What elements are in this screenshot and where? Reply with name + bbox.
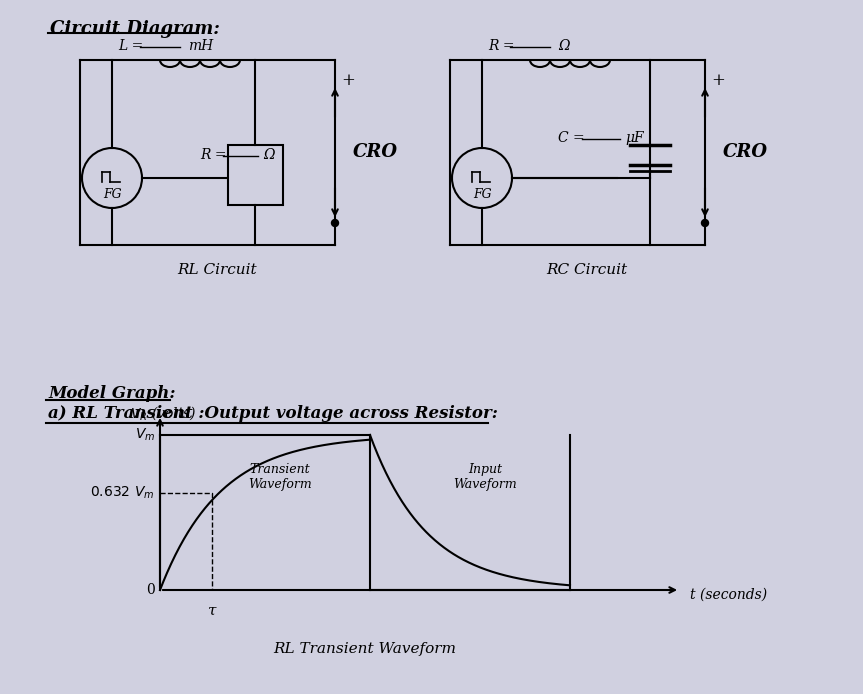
Text: CRO: CRO (353, 143, 398, 161)
Text: μF: μF (625, 131, 644, 145)
Text: RC Circuit: RC Circuit (546, 263, 627, 277)
Text: t (seconds): t (seconds) (690, 588, 767, 602)
Text: R =: R = (488, 39, 514, 53)
Text: +: + (341, 71, 355, 89)
Text: a) RL Transient :Output voltage across Resistor:: a) RL Transient :Output voltage across R… (48, 405, 498, 422)
Text: τ: τ (208, 604, 217, 618)
Text: mH: mH (188, 39, 213, 53)
Bar (228, 145, 283, 205)
Text: Model Graph:: Model Graph: (48, 385, 175, 402)
Text: R =: R = (200, 148, 226, 162)
Text: Circuit Diagram:: Circuit Diagram: (50, 20, 220, 38)
Text: FG: FG (103, 187, 122, 201)
Text: +: + (711, 71, 725, 89)
Text: $V_m$: $V_m$ (135, 427, 155, 443)
Text: Ω: Ω (263, 148, 274, 162)
Text: FG: FG (473, 187, 491, 201)
Text: RL Circuit: RL Circuit (177, 263, 257, 277)
Text: Ω: Ω (558, 39, 570, 53)
Text: C =: C = (558, 131, 584, 145)
Text: $0.632\ V_m$: $0.632\ V_m$ (91, 485, 155, 501)
Circle shape (702, 219, 709, 226)
Text: L =: L = (118, 39, 143, 53)
Text: 0: 0 (146, 583, 155, 597)
Text: RL Transient Waveform: RL Transient Waveform (274, 642, 457, 656)
Text: Input
Waveform: Input Waveform (453, 463, 517, 491)
Text: CRO: CRO (723, 143, 768, 161)
Circle shape (331, 219, 338, 226)
Text: $V_R$ (volts): $V_R$ (volts) (130, 404, 197, 422)
Text: Transient
Waveform: Transient Waveform (249, 463, 312, 491)
